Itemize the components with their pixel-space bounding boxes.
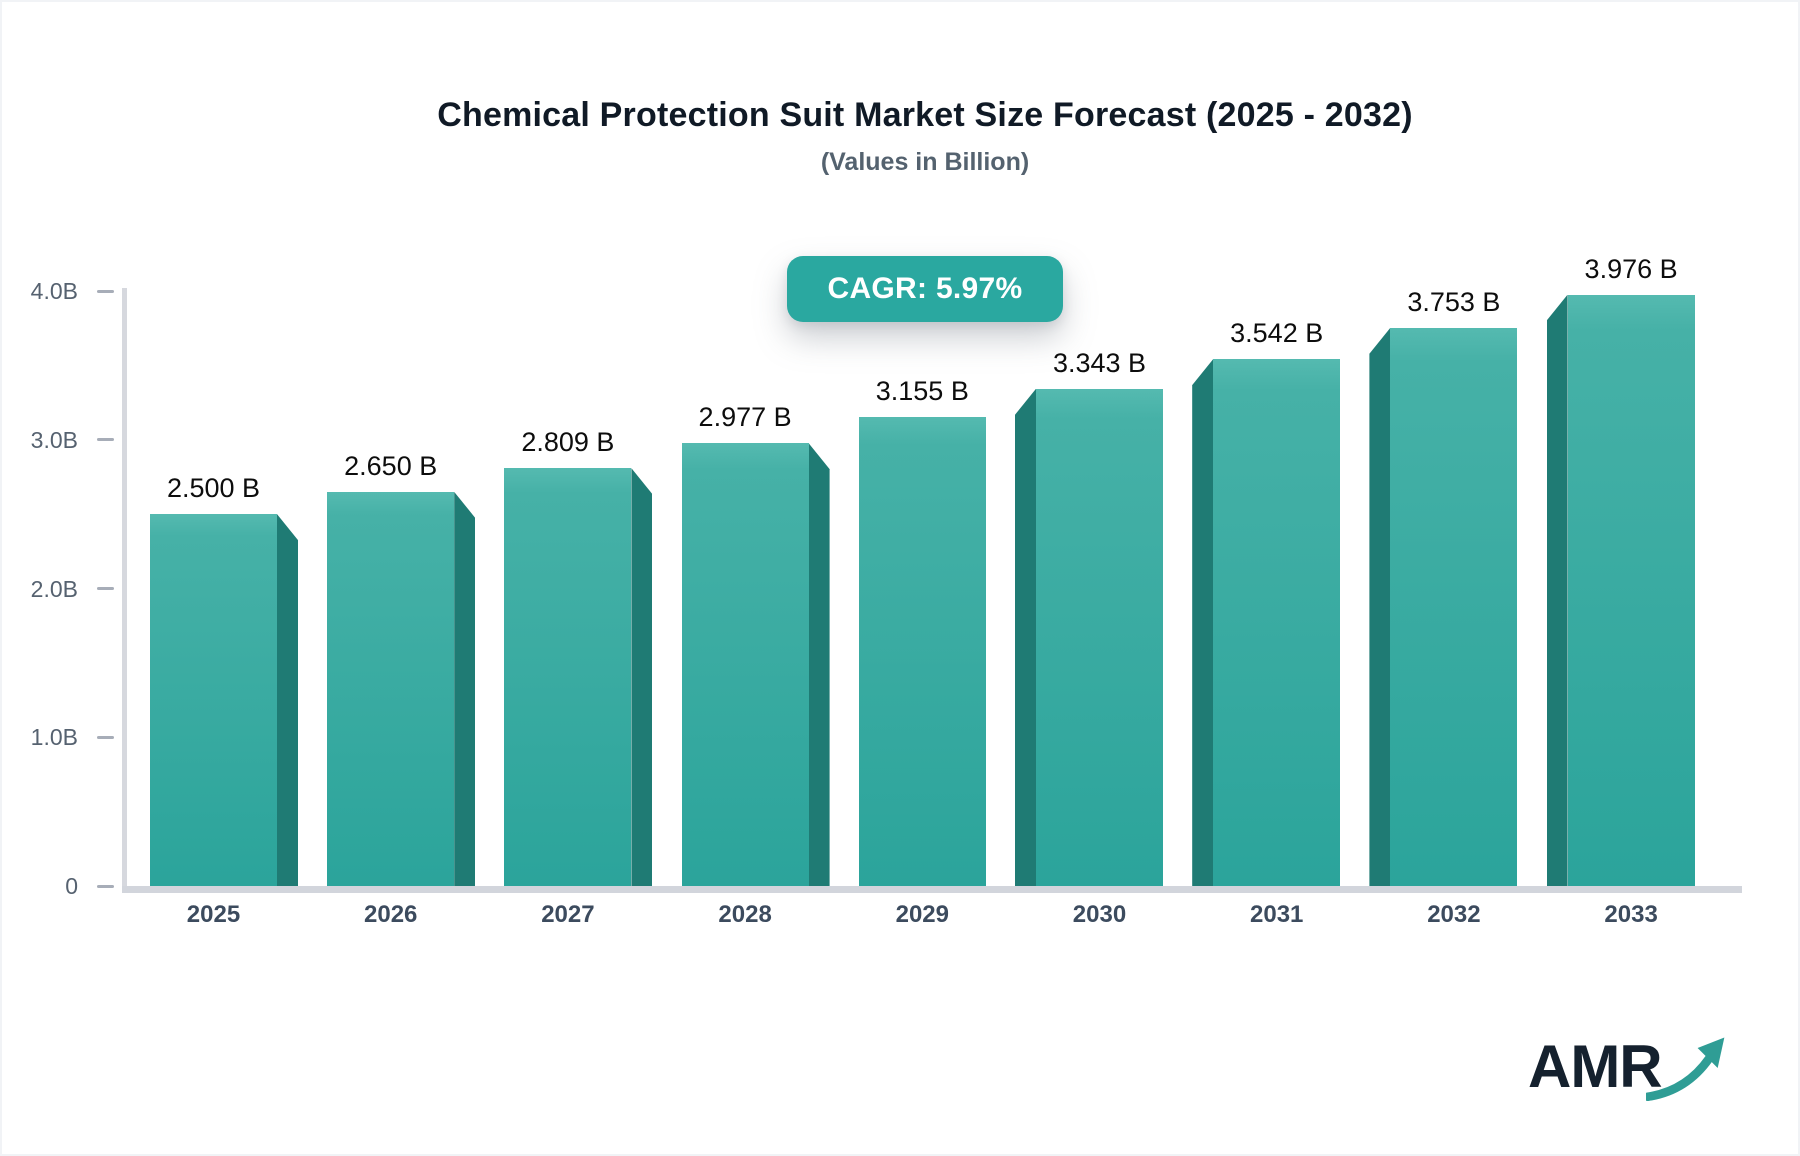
x-axis-line — [122, 886, 1742, 893]
bar-value-label: 3.155 B — [875, 375, 969, 406]
chart-title: Chemical Protection Suit Market Size For… — [437, 96, 1413, 134]
amr-logo: AMR — [1528, 1032, 1732, 1104]
bar-value-label: 3.343 B — [1052, 347, 1147, 378]
x-tick-label: 2028 — [718, 901, 772, 928]
bar-value-label: 3.542 B — [1230, 318, 1324, 349]
y-tick-dash — [97, 438, 114, 442]
bar-face — [150, 514, 277, 886]
cagr-badge: CAGR: 5.97% — [787, 256, 1063, 322]
bar-side-shade — [454, 491, 476, 886]
bar-face — [1036, 388, 1163, 886]
y-tick-label: 2.0B — [30, 575, 78, 602]
bar-side-shade — [631, 468, 653, 886]
bar-side-shade — [1015, 388, 1036, 886]
bar-side-shade — [1546, 294, 1568, 886]
chart-subtitle: (Values in Billion) — [820, 148, 1030, 176]
x-tick-label: 2031 — [1249, 901, 1304, 928]
bar-value-label: 3.753 B — [1407, 286, 1501, 317]
bar-value-label: 2.650 B — [344, 450, 438, 481]
amr-logo-text: AMR — [1528, 1033, 1663, 1100]
y-tick-dash — [97, 735, 114, 739]
y-tick-label: 1.0B — [30, 724, 78, 751]
bar-face — [1390, 327, 1518, 886]
y-tick-dash — [97, 884, 114, 888]
x-tick-label: 2033 — [1604, 901, 1658, 928]
bar-value-label: 2.500 B — [166, 473, 261, 504]
bar-face — [858, 416, 986, 886]
bar-side-shade — [808, 443, 830, 886]
bar-value-label: 3.976 B — [1584, 253, 1678, 284]
bar-face — [504, 468, 632, 886]
y-tick-dash — [97, 587, 114, 590]
x-tick-label: 2026 — [363, 901, 418, 928]
x-tick-label: 2025 — [186, 901, 241, 928]
bar-value-label: 2.809 B — [521, 427, 615, 458]
growth-arrow-icon — [1645, 1037, 1724, 1102]
bar-value-label: 2.977 B — [698, 402, 792, 433]
bar-side-shade — [277, 514, 298, 886]
y-tick-label: 0 — [65, 873, 78, 899]
y-tick-dash — [97, 289, 114, 293]
x-tick-label: 2032 — [1427, 901, 1481, 928]
y-tick-label: 3.0B — [30, 426, 78, 453]
y-tick-label: 4.0B — [30, 278, 78, 304]
bar-face — [681, 443, 809, 886]
bar-side-shade — [1192, 359, 1214, 886]
x-tick-label: 2030 — [1072, 901, 1127, 928]
x-tick-label: 2027 — [541, 901, 595, 928]
y-axis-line — [122, 288, 127, 889]
bar-face — [1213, 359, 1341, 886]
bar-face — [1567, 294, 1695, 886]
x-tick-label: 2029 — [895, 901, 949, 928]
bar-face — [327, 491, 455, 886]
bar-side-shade — [1369, 327, 1391, 886]
